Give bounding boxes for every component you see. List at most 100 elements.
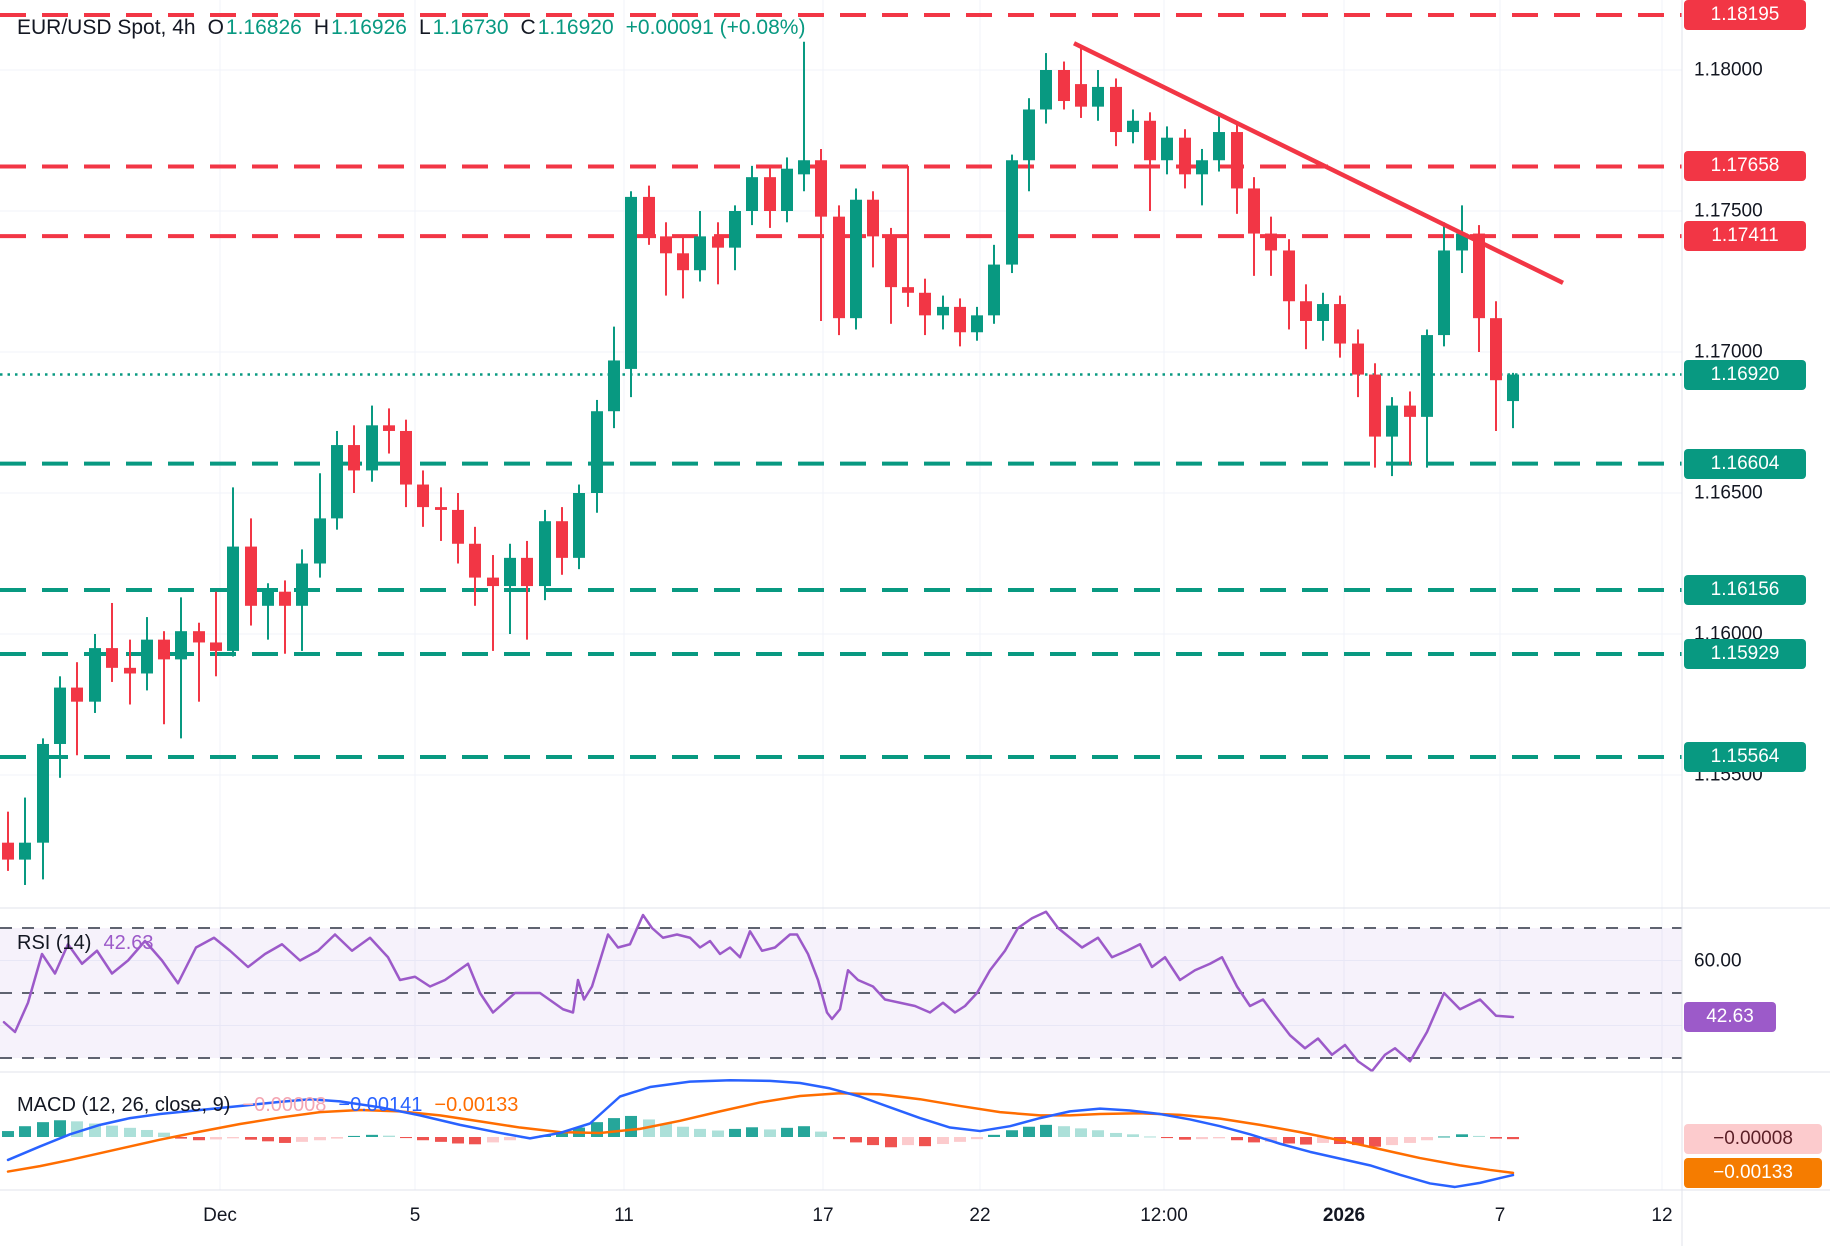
candle — [400, 430, 412, 485]
macd-line-value: −0.00141 — [338, 1094, 423, 1116]
time-axis[interactable] — [0, 1190, 1830, 1246]
macd-histogram-bar — [487, 1137, 499, 1143]
ohlc-close: C 1.16920 — [520, 16, 614, 39]
macd-histogram-bar — [141, 1129, 153, 1137]
macd-histogram-bar — [729, 1128, 741, 1137]
candle — [850, 199, 862, 319]
macd-histogram-bar — [660, 1123, 672, 1137]
macd-histogram-bar — [625, 1115, 637, 1137]
price-tick-label: 1.17500 — [1694, 200, 1763, 222]
candle — [815, 160, 827, 217]
price-tick-label: 1.16000 — [1694, 623, 1763, 645]
macd-histogram-bar — [1352, 1137, 1364, 1146]
time-tick-label: 17 — [812, 1205, 834, 1226]
macd-histogram-bar — [296, 1137, 308, 1142]
macd-histogram-bar — [210, 1137, 222, 1140]
macd-histogram-bar — [452, 1137, 464, 1144]
macd-histogram-bar — [1110, 1132, 1122, 1137]
macd-histogram-bar — [175, 1137, 187, 1139]
macd-histogram-bar — [937, 1137, 949, 1145]
candle — [591, 411, 603, 493]
support-price-badge: 1.16604 — [1684, 448, 1806, 479]
macd-histogram-bar — [314, 1137, 326, 1141]
candle — [1213, 132, 1225, 161]
candle — [366, 425, 378, 471]
candle — [504, 557, 516, 587]
macd-histogram-bar — [400, 1137, 412, 1139]
macd-histogram-bar — [19, 1126, 31, 1137]
candle — [417, 484, 429, 508]
candle — [1283, 250, 1295, 302]
macd-histogram-bar — [417, 1137, 429, 1141]
macd-histogram-bar — [694, 1128, 706, 1137]
candle — [833, 216, 845, 319]
ohlc-low: L 1.16730 — [418, 16, 509, 39]
candle — [729, 211, 741, 248]
macd-histogram-bar — [1058, 1126, 1070, 1137]
macd-histogram-bar — [193, 1137, 205, 1141]
candle — [331, 445, 343, 519]
macd-histogram-bar — [781, 1127, 793, 1137]
macd-histogram-bar — [712, 1130, 724, 1137]
candle — [296, 563, 308, 606]
candle — [1231, 132, 1243, 189]
macd-histogram-value: −0.00008 — [242, 1094, 327, 1116]
candle — [971, 315, 983, 333]
macd-histogram-bar — [1231, 1137, 1243, 1141]
macd-histogram-bar — [54, 1120, 66, 1137]
macd-histogram-bar — [331, 1137, 343, 1139]
macd-histogram-bar — [867, 1137, 879, 1146]
candle — [1317, 304, 1329, 321]
macd-histogram-bar — [37, 1122, 49, 1137]
candle — [1352, 343, 1364, 375]
time-tick-label: 11 — [614, 1205, 634, 1226]
symbol-title: EUR/USD Spot, 4h — [17, 16, 196, 39]
candle — [279, 591, 291, 606]
resistance-price-badge: 1.18195 — [1684, 0, 1806, 30]
candle — [245, 546, 257, 606]
candle — [1040, 70, 1052, 110]
candle — [1265, 233, 1277, 251]
candle — [1144, 120, 1156, 161]
macd-histogram-bar — [227, 1137, 239, 1139]
candle — [1023, 109, 1035, 161]
macd-histogram-bar — [1161, 1137, 1173, 1139]
macd-histogram-bar — [608, 1118, 620, 1137]
time-tick-label: 12 — [1651, 1205, 1673, 1226]
macd-histogram-bar — [1196, 1137, 1208, 1140]
resistance-price-badge: 1.17658 — [1684, 151, 1806, 182]
macd-histogram-bar — [1490, 1137, 1502, 1139]
macd-histogram-bar — [919, 1137, 931, 1147]
candle — [954, 306, 966, 333]
support-price-badge: 1.15564 — [1684, 741, 1806, 772]
price-tick-label: 1.17000 — [1694, 341, 1763, 363]
macd-histogram-bar — [245, 1137, 257, 1140]
macd-histogram-bar — [1144, 1136, 1156, 1138]
macd-histogram-bar — [1006, 1130, 1018, 1137]
macd-histogram-bar — [1248, 1137, 1260, 1143]
candle — [1507, 374, 1519, 402]
macd-histogram-bar — [1179, 1137, 1191, 1140]
macd-histogram-bar — [262, 1137, 274, 1142]
candle — [452, 509, 464, 544]
candle — [988, 264, 1000, 316]
candle — [781, 168, 793, 211]
candle — [193, 631, 205, 643]
macd-histogram-bar — [885, 1137, 897, 1148]
macd-histogram-bar — [1438, 1136, 1450, 1138]
macd-histogram-bar — [106, 1125, 118, 1137]
candle — [677, 253, 689, 271]
price-change: +0.00091 (+0.08%) — [625, 16, 806, 39]
candle — [919, 292, 931, 316]
rsi-indicator-name: RSI (14) — [17, 932, 92, 954]
candle — [487, 577, 499, 587]
time-tick-label: 22 — [969, 1205, 991, 1226]
macd-histogram-bar — [1127, 1134, 1139, 1137]
candle — [1110, 86, 1122, 133]
macd-histogram-bar — [279, 1137, 291, 1143]
macd-histogram-badge: −0.00008 — [1684, 1124, 1822, 1155]
candle — [89, 648, 101, 702]
time-tick-label: 12:00 — [1140, 1205, 1188, 1226]
candle — [1075, 84, 1087, 107]
